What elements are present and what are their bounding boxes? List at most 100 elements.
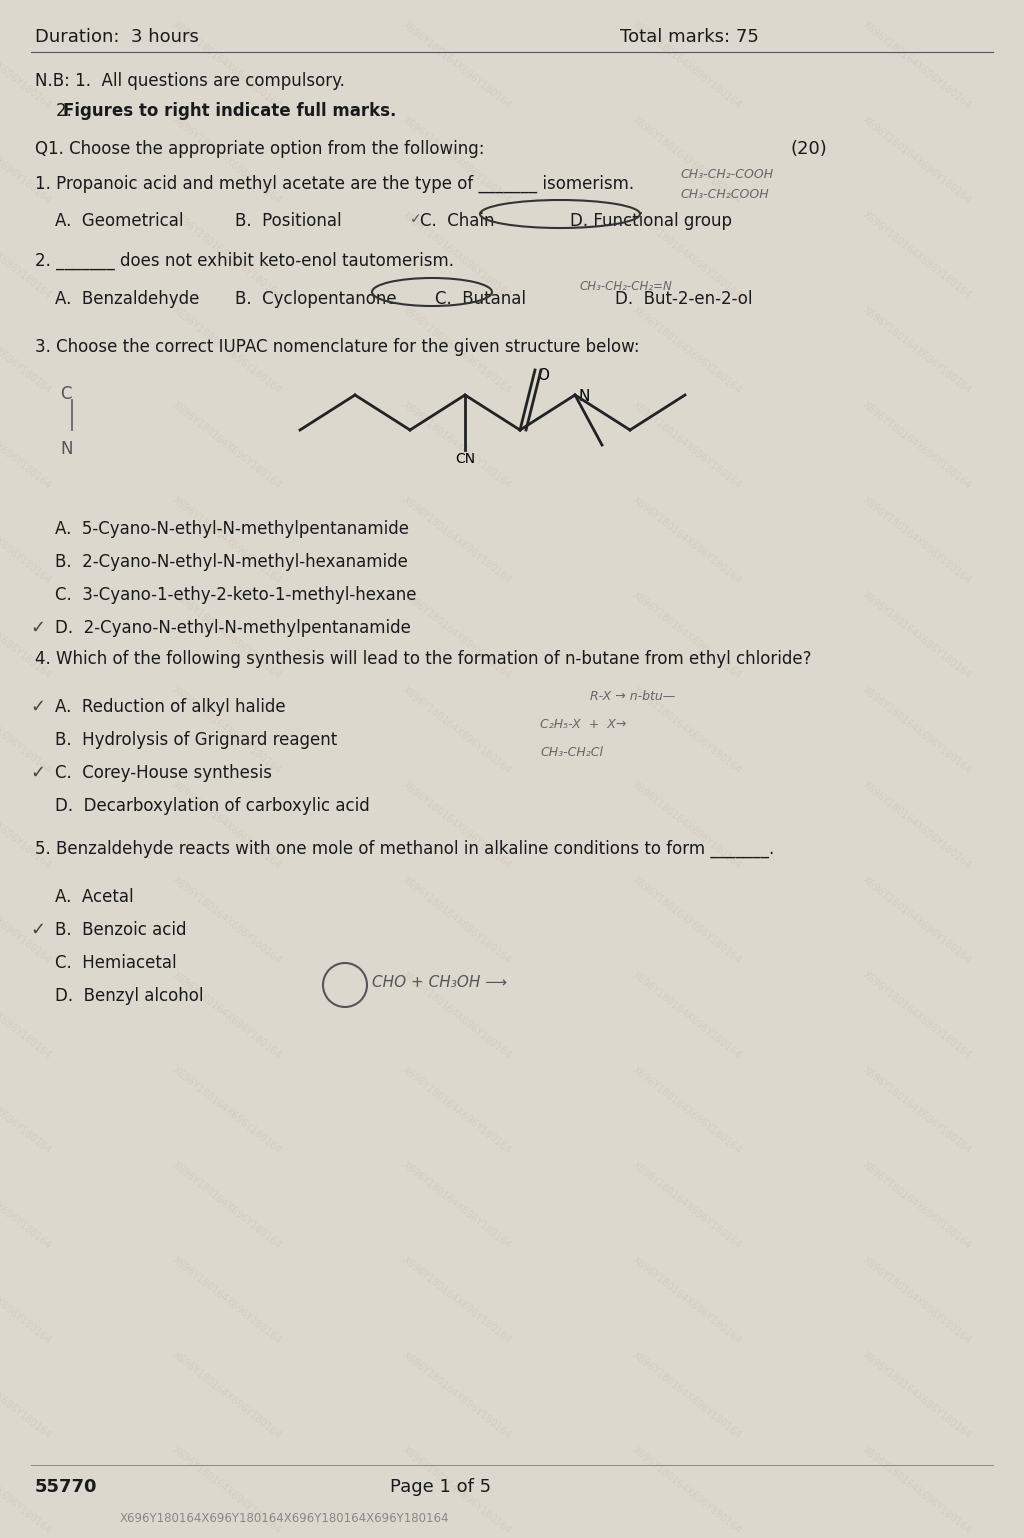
Text: X696Y180164X696Y180164: X696Y180164X696Y180164 (630, 495, 742, 586)
Text: 55770: 55770 (35, 1478, 97, 1496)
Text: X696Y180164X696Y180164: X696Y180164X696Y180164 (860, 1446, 973, 1536)
Text: X696Y180164X696Y180164: X696Y180164X696Y180164 (860, 495, 973, 586)
Text: X696Y180164X696Y180164: X696Y180164X696Y180164 (630, 305, 742, 397)
Text: B.  Cyclopentanone: B. Cyclopentanone (234, 291, 396, 308)
Text: D. Functional group: D. Functional group (570, 212, 732, 231)
Text: X696Y180164X696Y180164: X696Y180164X696Y180164 (0, 684, 52, 777)
Text: X696Y180164X696Y180164X696Y180164X696Y180164: X696Y180164X696Y180164X696Y180164X696Y18… (120, 1512, 450, 1526)
Text: A.  Reduction of alkyl halide: A. Reduction of alkyl halide (55, 698, 286, 717)
Text: X696Y180164X696Y180164: X696Y180164X696Y180164 (400, 400, 513, 491)
Text: A.  Geometrical: A. Geometrical (55, 212, 183, 231)
Text: X696Y180164X696Y180164: X696Y180164X696Y180164 (170, 684, 283, 777)
Text: X696Y180164X696Y180164: X696Y180164X696Y180164 (170, 305, 283, 397)
Text: D.  Decarboxylation of carboxylic acid: D. Decarboxylation of carboxylic acid (55, 797, 370, 815)
Text: C₂H₅-X  +  X→: C₂H₅-X + X→ (540, 718, 627, 731)
Text: C.  Butanal: C. Butanal (435, 291, 526, 308)
Text: N.B: 1.  All questions are compulsory.: N.B: 1. All questions are compulsory. (35, 72, 345, 91)
Text: 3. Choose the correct IUPAC nomenclature for the given structure below:: 3. Choose the correct IUPAC nomenclature… (35, 338, 640, 355)
Text: X696Y180164X696Y180164: X696Y180164X696Y180164 (170, 875, 283, 966)
Text: X696Y180164X696Y180164: X696Y180164X696Y180164 (630, 400, 742, 491)
Text: X696Y180164X696Y180164: X696Y180164X696Y180164 (860, 1350, 973, 1441)
Text: X696Y180164X696Y180164: X696Y180164X696Y180164 (170, 115, 283, 206)
Text: X696Y180164X696Y180164: X696Y180164X696Y180164 (860, 780, 973, 871)
Text: X696Y180164X696Y180164: X696Y180164X696Y180164 (860, 1064, 973, 1157)
Text: C.  3-Cyano-1-ethy-2-keto-1-methyl-hexane: C. 3-Cyano-1-ethy-2-keto-1-methyl-hexane (55, 586, 417, 604)
Text: CH₃-CH₂Cl: CH₃-CH₂Cl (540, 746, 603, 758)
Text: X696Y180164X696Y180164: X696Y180164X696Y180164 (0, 875, 52, 966)
Text: X696Y180164X696Y180164: X696Y180164X696Y180164 (860, 875, 973, 966)
Text: X696Y180164X696Y180164: X696Y180164X696Y180164 (630, 684, 742, 777)
Text: ✓: ✓ (30, 618, 45, 637)
Text: X696Y180164X696Y180164: X696Y180164X696Y180164 (400, 211, 513, 301)
Text: X696Y180164X696Y180164: X696Y180164X696Y180164 (860, 970, 973, 1061)
Text: X696Y180164X696Y180164: X696Y180164X696Y180164 (400, 684, 513, 777)
Text: X696Y180164X696Y180164: X696Y180164X696Y180164 (170, 400, 283, 491)
Text: X696Y180164X696Y180164: X696Y180164X696Y180164 (0, 211, 52, 301)
Text: X696Y180164X696Y180164: X696Y180164X696Y180164 (170, 20, 283, 111)
Text: C.  Corey-House synthesis: C. Corey-House synthesis (55, 764, 272, 781)
Text: A.  5-Cyano-N-ethyl-N-methylpentanamide: A. 5-Cyano-N-ethyl-N-methylpentanamide (55, 520, 409, 538)
Text: X696Y180164X696Y180164: X696Y180164X696Y180164 (400, 1255, 513, 1346)
Text: A.  Acetal: A. Acetal (55, 887, 133, 906)
Text: X696Y180164X696Y180164: X696Y180164X696Y180164 (860, 211, 973, 301)
Text: B.  2-Cyano-N-ethyl-N-methyl-hexanamide: B. 2-Cyano-N-ethyl-N-methyl-hexanamide (55, 554, 408, 571)
Text: D.  Benzyl alcohol: D. Benzyl alcohol (55, 987, 204, 1004)
Text: CHO + CH₃OH ⟶: CHO + CH₃OH ⟶ (372, 975, 507, 990)
Text: X696Y180164X696Y180164: X696Y180164X696Y180164 (860, 591, 973, 681)
Text: X696Y180164X696Y180164: X696Y180164X696Y180164 (860, 684, 973, 777)
Text: X696Y180164X696Y180164: X696Y180164X696Y180164 (630, 875, 742, 966)
Text: C: C (60, 384, 72, 403)
Text: X696Y180164X696Y180164: X696Y180164X696Y180164 (630, 211, 742, 301)
Text: X696Y180164X696Y180164: X696Y180164X696Y180164 (0, 780, 52, 871)
Text: X696Y180164X696Y180164: X696Y180164X696Y180164 (630, 1350, 742, 1441)
Text: 5. Benzaldehyde reacts with one mole of methanol in alkaline conditions to form : 5. Benzaldehyde reacts with one mole of … (35, 840, 774, 858)
Text: X696Y180164X696Y180164: X696Y180164X696Y180164 (0, 20, 52, 111)
Text: X696Y180164X696Y180164: X696Y180164X696Y180164 (170, 1255, 283, 1346)
Text: X696Y180164X696Y180164: X696Y180164X696Y180164 (400, 1160, 513, 1250)
Text: (20): (20) (790, 140, 826, 158)
Text: X696Y180164X696Y180164: X696Y180164X696Y180164 (0, 1160, 52, 1250)
Text: B.  Hydrolysis of Grignard reagent: B. Hydrolysis of Grignard reagent (55, 731, 337, 749)
Text: X696Y180164X696Y180164: X696Y180164X696Y180164 (860, 400, 973, 491)
Text: X696Y180164X696Y180164: X696Y180164X696Y180164 (630, 591, 742, 681)
Text: X696Y180164X696Y180164: X696Y180164X696Y180164 (400, 115, 513, 206)
Text: X696Y180164X696Y180164: X696Y180164X696Y180164 (0, 115, 52, 206)
Text: X696Y180164X696Y180164: X696Y180164X696Y180164 (0, 1350, 52, 1441)
Text: Duration:  3 hours: Duration: 3 hours (35, 28, 199, 46)
Text: R-X → n-btu—: R-X → n-btu— (590, 691, 675, 703)
Text: X696Y180164X696Y180164: X696Y180164X696Y180164 (630, 115, 742, 206)
Text: X696Y180164X696Y180164: X696Y180164X696Y180164 (0, 495, 52, 586)
Text: C.  Chain: C. Chain (420, 212, 495, 231)
Text: O: O (537, 368, 549, 383)
Text: X696Y180164X696Y180164: X696Y180164X696Y180164 (400, 970, 513, 1061)
Text: X696Y180164X696Y180164: X696Y180164X696Y180164 (0, 305, 52, 397)
Text: X696Y180164X696Y180164: X696Y180164X696Y180164 (860, 305, 973, 397)
Text: X696Y180164X696Y180164: X696Y180164X696Y180164 (170, 780, 283, 871)
Text: X696Y180164X696Y180164: X696Y180164X696Y180164 (630, 1064, 742, 1157)
Text: X696Y180164X696Y180164: X696Y180164X696Y180164 (860, 115, 973, 206)
Text: X696Y180164X696Y180164: X696Y180164X696Y180164 (170, 1350, 283, 1441)
Text: X696Y180164X696Y180164: X696Y180164X696Y180164 (630, 1160, 742, 1250)
Text: D.  But-2-en-2-ol: D. But-2-en-2-ol (615, 291, 753, 308)
Text: ✓: ✓ (30, 698, 45, 717)
Text: X696Y180164X696Y180164: X696Y180164X696Y180164 (0, 1255, 52, 1346)
Text: X696Y180164X696Y180164: X696Y180164X696Y180164 (860, 1255, 973, 1346)
Text: B.  Positional: B. Positional (234, 212, 342, 231)
Text: N: N (60, 440, 73, 458)
Text: X696Y180164X696Y180164: X696Y180164X696Y180164 (170, 211, 283, 301)
Text: B.  Benzoic acid: B. Benzoic acid (55, 921, 186, 940)
Text: X696Y180164X696Y180164: X696Y180164X696Y180164 (0, 1064, 52, 1157)
Text: X696Y180164X696Y180164: X696Y180164X696Y180164 (170, 1160, 283, 1250)
Text: X696Y180164X696Y180164: X696Y180164X696Y180164 (630, 20, 742, 111)
Text: X696Y180164X696Y180164: X696Y180164X696Y180164 (630, 780, 742, 871)
Text: CH₃-CH₂-CH₂=N: CH₃-CH₂-CH₂=N (580, 280, 673, 294)
Text: X696Y180164X696Y180164: X696Y180164X696Y180164 (400, 20, 513, 111)
Text: CH₃-CH₂COOH: CH₃-CH₂COOH (680, 188, 769, 201)
Text: X696Y180164X696Y180164: X696Y180164X696Y180164 (170, 970, 283, 1061)
Text: X696Y180164X696Y180164: X696Y180164X696Y180164 (400, 1446, 513, 1536)
Text: X696Y180164X696Y180164: X696Y180164X696Y180164 (0, 1446, 52, 1536)
Text: X696Y180164X696Y180164: X696Y180164X696Y180164 (400, 780, 513, 871)
Text: X696Y180164X696Y180164: X696Y180164X696Y180164 (860, 20, 973, 111)
Text: X696Y180164X696Y180164: X696Y180164X696Y180164 (400, 875, 513, 966)
Text: X696Y180164X696Y180164: X696Y180164X696Y180164 (400, 1064, 513, 1157)
